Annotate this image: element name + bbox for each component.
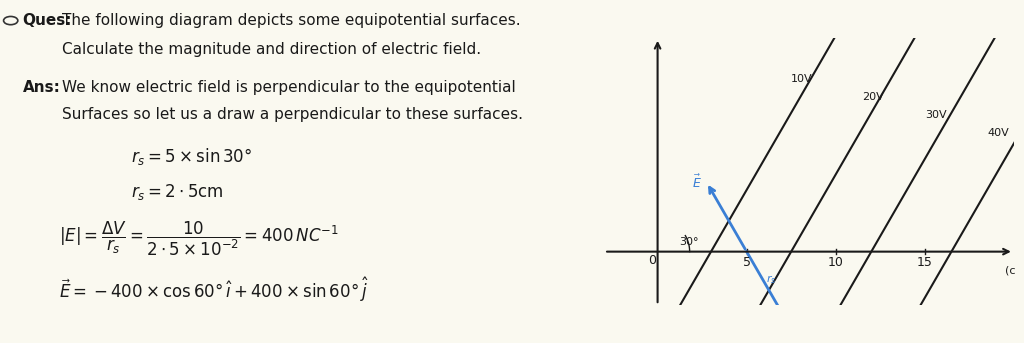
Text: 40V: 40V	[987, 128, 1009, 138]
Text: 30°: 30°	[679, 237, 698, 247]
Text: The following diagram depicts some equipotential surfaces.: The following diagram depicts some equip…	[62, 13, 521, 28]
Text: 0: 0	[648, 254, 656, 267]
Text: 15: 15	[916, 256, 933, 269]
Text: Ques:: Ques:	[23, 13, 72, 28]
Text: (c: (c	[1005, 265, 1016, 275]
Text: 20V: 20V	[862, 92, 884, 102]
Text: $|E| = \dfrac{\Delta V}{r_s} = \dfrac{10}{2 \cdot 5 \times 10^{-2}} = 400\,NC^{-: $|E| = \dfrac{\Delta V}{r_s} = \dfrac{10…	[59, 219, 339, 258]
Text: 10: 10	[827, 256, 844, 269]
Text: $\vec{E}$: $\vec{E}$	[692, 173, 702, 191]
Text: Surfaces so let us a draw a perpendicular to these surfaces.: Surfaces so let us a draw a perpendicula…	[62, 107, 523, 122]
Text: $r_s = 5 \times \sin 30°$: $r_s = 5 \times \sin 30°$	[131, 145, 252, 167]
Text: $r_s = 2 \cdot 5\mathrm{cm}$: $r_s = 2 \cdot 5\mathrm{cm}$	[131, 182, 223, 202]
Text: We know electric field is perpendicular to the equipotential: We know electric field is perpendicular …	[62, 80, 516, 95]
Text: $r_s$: $r_s$	[766, 273, 776, 286]
Text: 5: 5	[742, 256, 751, 269]
Text: 30V: 30V	[925, 110, 946, 120]
Text: 10V: 10V	[792, 74, 813, 84]
Text: Ans:: Ans:	[23, 80, 60, 95]
Text: Calculate the magnitude and direction of electric field.: Calculate the magnitude and direction of…	[62, 42, 481, 57]
Text: $\vec{E} = -400 \times \cos 60°\,\hat{\imath} + 400 \times \sin 60°\,\hat{j}$: $\vec{E} = -400 \times \cos 60°\,\hat{\i…	[59, 275, 369, 304]
